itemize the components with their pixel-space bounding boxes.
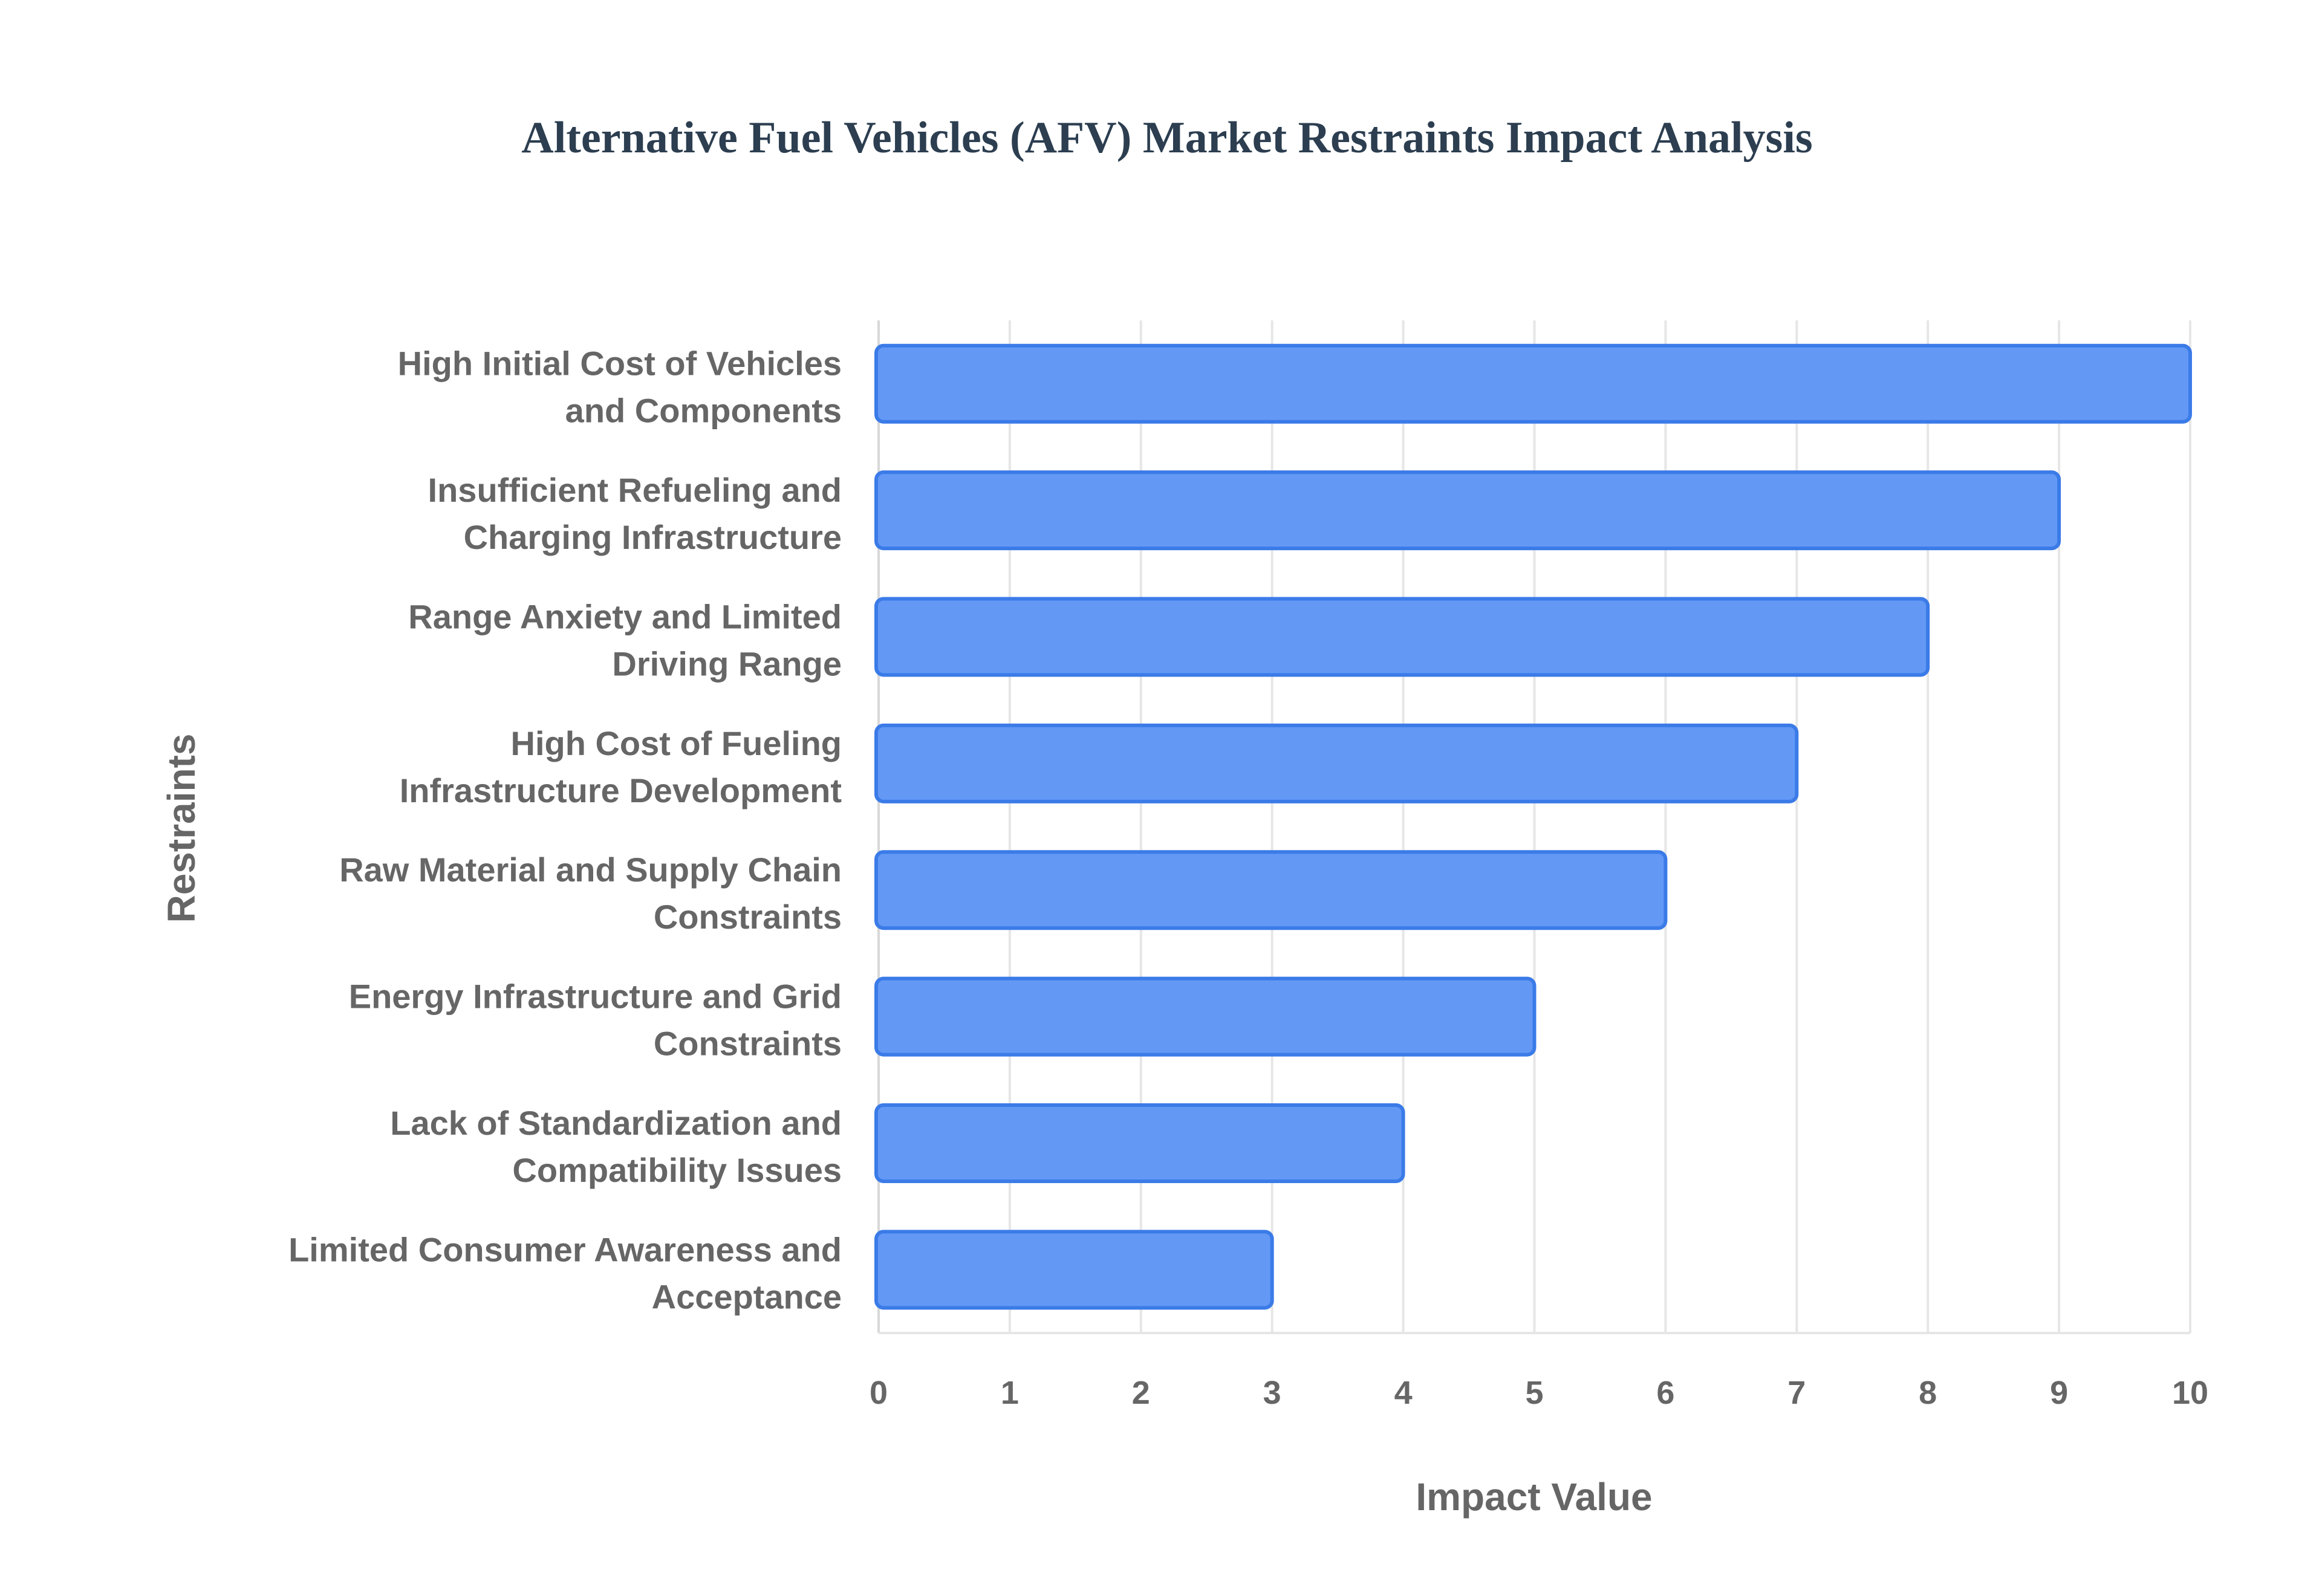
x-tick-label: 8: [1919, 1375, 1937, 1411]
x-tick-label: 0: [870, 1375, 888, 1411]
x-tick-label: 3: [1263, 1375, 1281, 1411]
bar: [874, 850, 1668, 930]
chart-title: Alternative Fuel Vehicles (AFV) Market R…: [521, 113, 1812, 163]
bar: [874, 723, 1799, 803]
category-labels: High Initial Cost of Vehicles and Compone…: [288, 345, 842, 1316]
bar: [874, 343, 2192, 424]
bar: [874, 1230, 1274, 1310]
x-tick-label: 5: [1525, 1375, 1543, 1411]
x-tick-label: 1: [1001, 1375, 1019, 1411]
x-tick-labels: 0 1 2 3 4 5 6 7 8 9 10: [870, 1375, 2208, 1411]
category-label: High Cost of Fueling Infrastructure Devel…: [400, 724, 842, 809]
bar: [874, 597, 1930, 677]
x-axis-title: Impact Value: [1416, 1475, 1652, 1519]
x-tick-label: 2: [1132, 1375, 1150, 1411]
y-axis-title: Restraints: [160, 734, 203, 923]
x-tick-label: 7: [1787, 1375, 1806, 1411]
category-label: Raw Material and Supply Chain Constraints: [339, 851, 842, 936]
category-label: Insufficient Refueling and Charging Infra…: [428, 471, 842, 556]
x-tick-label: 6: [1656, 1375, 1674, 1411]
category-label: Limited Consumer Awareness and Acceptance: [288, 1230, 842, 1315]
x-tick-label: 9: [2050, 1375, 2068, 1411]
bars: [874, 343, 2192, 1310]
category-label: Range Anxiety and Limited Driving Range: [408, 597, 842, 683]
category-label: High Initial Cost of Vehicles and Compone…: [398, 345, 842, 430]
bar: [874, 470, 2061, 551]
category-label: Lack of Standardization and Compatibility…: [390, 1104, 842, 1189]
x-tick-label: 10: [2172, 1375, 2208, 1411]
category-label: Energy Infrastructure and Grid Constraint…: [349, 978, 842, 1063]
bar: [874, 976, 1537, 1057]
x-tick-label: 4: [1394, 1375, 1413, 1411]
bar: [874, 1103, 1405, 1183]
